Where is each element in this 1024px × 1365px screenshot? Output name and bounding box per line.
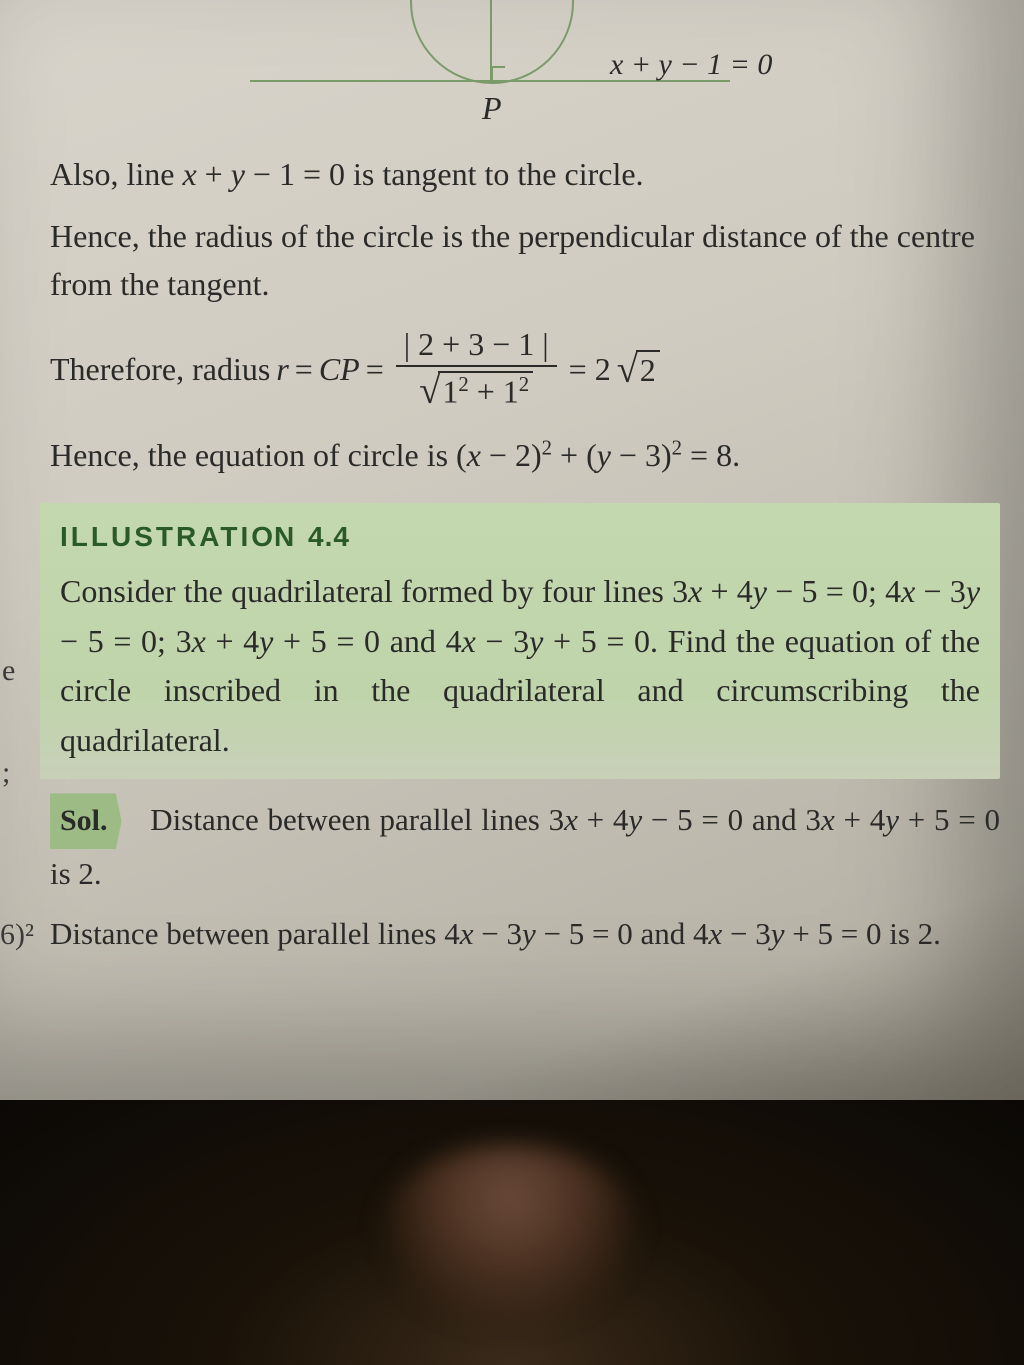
point-p-label: P: [482, 90, 502, 127]
fraction-denominator: √12 + 12: [411, 367, 541, 413]
radius-calculation: Therefore, radius r = CP = | 2 + 3 − 1 |…: [50, 326, 1000, 413]
page-content: P x + y − 1 = 0 Also, line x + y − 1 = 0…: [50, 0, 1000, 969]
paragraph-circle-eq: Hence, the equation of circle is (x − 2)…: [50, 431, 1000, 479]
solution-tag: Sol.: [50, 793, 122, 849]
solution-line-1: Sol. Distance between parallel lines 3x …: [50, 793, 1000, 899]
finger-blur: [380, 1145, 640, 1325]
illustration-box: ILLUSTRATION 4.4 Consider the quadrilate…: [40, 503, 1000, 779]
fraction-numerator: | 2 + 3 − 1 |: [396, 326, 557, 367]
margin-fragment-6sq: 6)²: [0, 918, 34, 952]
paragraph-radius-def: Hence, the radius of the circle is the p…: [50, 212, 1000, 308]
tangent-circle-figure: P x + y − 1 = 0: [250, 0, 750, 130]
illustration-body: Consider the quadrilateral formed by fou…: [60, 567, 980, 765]
line-equation-label: x + y − 1 = 0: [610, 48, 772, 82]
fraction: | 2 + 3 − 1 | √12 + 12: [396, 326, 557, 413]
right-angle-mark: [491, 66, 505, 80]
solution-line-2: Distance between parallel lines 4x − 3y …: [50, 909, 1000, 959]
illustration-title: ILLUSTRATION 4.4: [60, 521, 980, 553]
paragraph-tangent: Also, line x + y − 1 = 0 is tangent to t…: [50, 150, 1000, 198]
margin-fragment-e: e ;: [2, 654, 15, 790]
textbook-page: e ; 6)² P x + y − 1 = 0 Also, line x + y…: [0, 0, 1024, 1100]
